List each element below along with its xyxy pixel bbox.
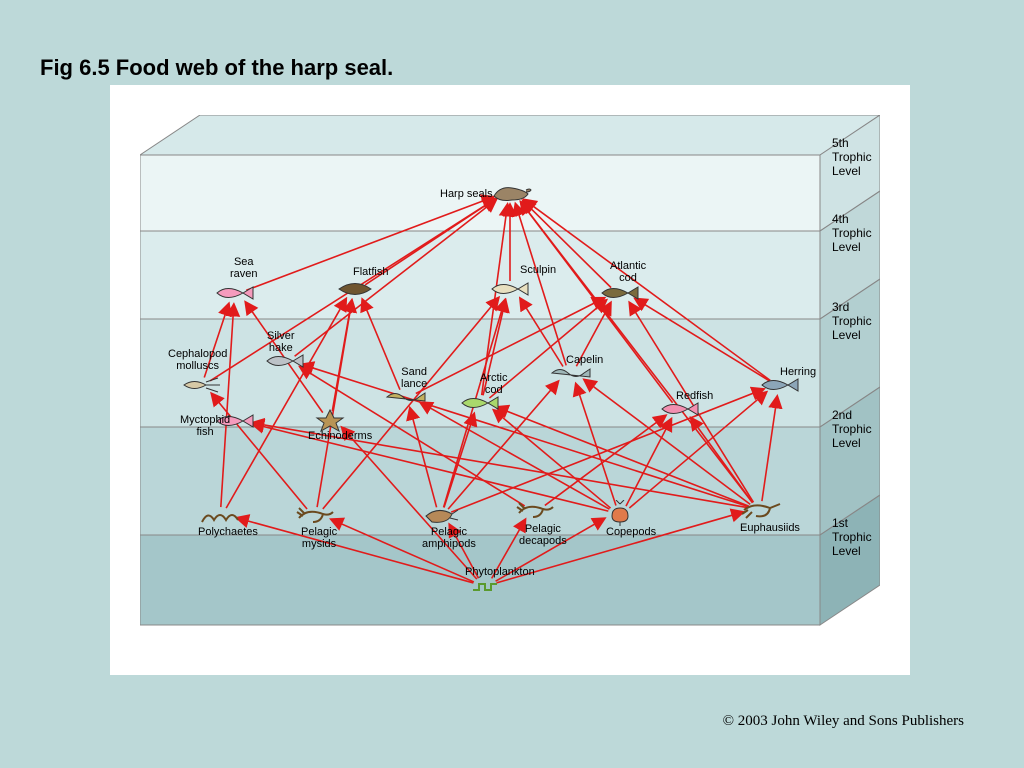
organism-label: Searaven	[230, 257, 258, 280]
organism-label: Pelagicamphipods	[422, 527, 476, 550]
copyright-text: © 2003 John Wiley and Sons Publishers	[723, 713, 964, 730]
figure-title: Fig 6.5 Food web of the harp seal.	[40, 55, 393, 81]
organism-label: Copepods	[606, 527, 656, 539]
organism-label: Herring	[780, 367, 816, 379]
foodweb-diagram: 5th TrophicLevel4th TrophicLevel3rd Trop…	[140, 115, 880, 645]
page: Fig 6.5 Food web of the harp seal. 5th T…	[0, 0, 1024, 768]
organism-label: Capelin	[566, 355, 603, 367]
organism-label: Atlanticcod	[610, 261, 646, 284]
organism-label: Cephalopodmolluscs	[168, 349, 227, 372]
organism-label: Flatfish	[353, 267, 388, 279]
figure-panel: 5th TrophicLevel4th TrophicLevel3rd Trop…	[110, 85, 910, 675]
organism-label: Redfish	[676, 391, 713, 403]
organism-label: Myctophidfish	[180, 415, 230, 438]
organism-label: Sandlance	[401, 367, 427, 390]
organism-label: Arcticcod	[480, 373, 508, 396]
organism-label: Echinoderms	[308, 431, 372, 443]
organism-label: Phytoplankton	[465, 567, 535, 579]
organism-label: Euphausiids	[740, 523, 800, 535]
organism-label: Pelagicdecapods	[519, 524, 567, 547]
organism-label: Harp seals	[440, 189, 493, 201]
organism-label: Polychaetes	[198, 527, 258, 539]
organism-label: Silverhake	[267, 331, 295, 354]
organism-label: Sculpin	[520, 265, 556, 277]
organism-label: Pelagicmysids	[301, 527, 337, 550]
